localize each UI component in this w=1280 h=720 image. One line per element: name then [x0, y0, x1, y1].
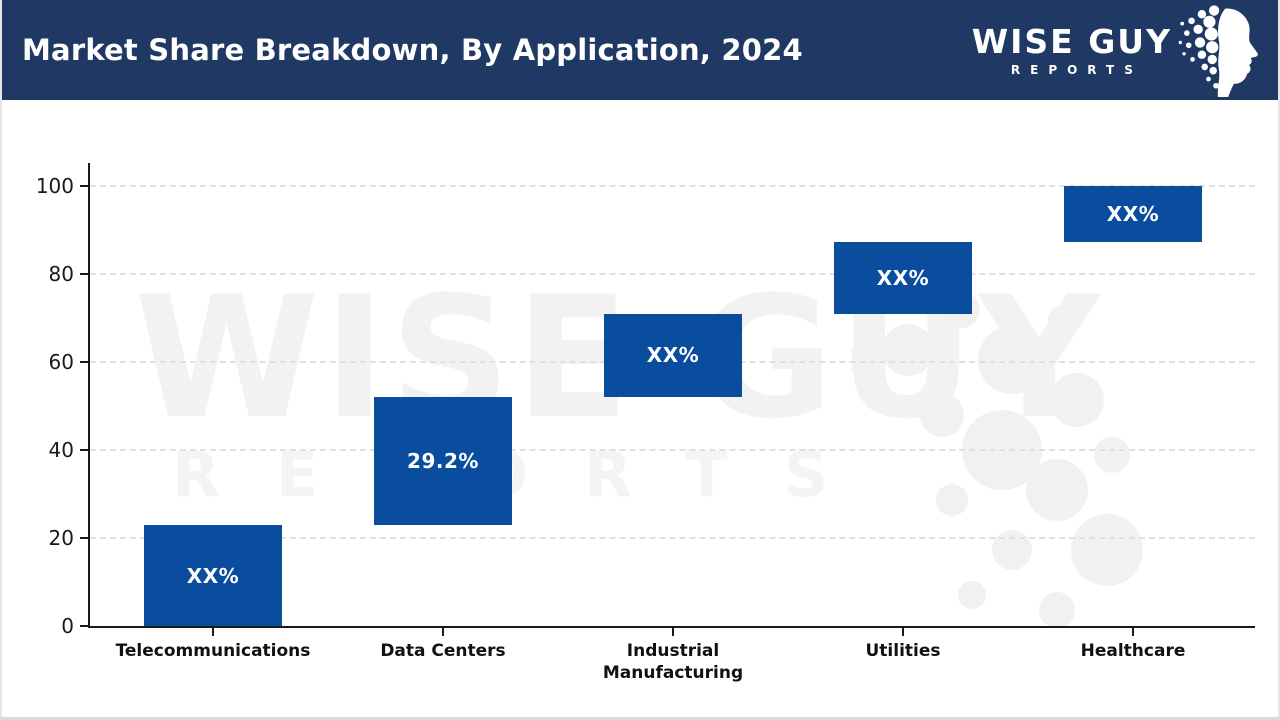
bar-industrial-manufacturing: XX%	[604, 313, 742, 397]
wiseguy-logo: WISE GUY REPORTS	[972, 3, 1264, 97]
gridline	[90, 537, 1255, 539]
x-axis-tick	[212, 628, 214, 636]
y-axis-tick	[80, 185, 88, 187]
y-axis-tick-label: 0	[61, 614, 74, 638]
x-axis-tick	[672, 628, 674, 636]
x-axis-tick	[442, 628, 444, 636]
y-axis-line	[88, 163, 90, 628]
bar-utilities: XX%	[834, 241, 972, 314]
y-axis-tick	[80, 537, 88, 539]
bar-data-centers: 29.2%	[374, 396, 512, 526]
bar-telecommunications: XX%	[144, 525, 282, 626]
bar-healthcare: XX%	[1064, 186, 1202, 242]
gridline	[90, 273, 1255, 275]
x-axis-category-label: Utilities	[865, 641, 941, 661]
y-axis-tick-label: 80	[48, 262, 74, 286]
logo-dotted-head-icon	[1178, 5, 1258, 97]
y-axis-tick	[80, 625, 88, 627]
x-axis-category-label: Data Centers	[380, 641, 506, 661]
y-axis-tick-label: 20	[48, 526, 74, 550]
x-axis-tick	[1132, 628, 1134, 636]
header-bar: Market Share Breakdown, By Application, …	[2, 0, 1278, 100]
x-axis-category-label: Telecommunications	[115, 641, 311, 661]
bar-value-label: XX%	[1106, 201, 1160, 226]
bar-value-label: XX%	[876, 265, 930, 290]
logo-subtitle: REPORTS	[1010, 62, 1143, 77]
x-axis-tick	[902, 628, 904, 636]
logo-text: WISE GUY REPORTS	[972, 25, 1172, 77]
bar-value-label: 29.2%	[407, 448, 479, 473]
x-axis-category-label: Healthcare	[1080, 641, 1186, 661]
logo-wordmark: WISE GUY	[971, 22, 1172, 62]
y-axis-tick	[80, 273, 88, 275]
bar-value-label: XX%	[186, 563, 240, 588]
chart-title: Market Share Breakdown, By Application, …	[22, 33, 803, 67]
y-axis-tick-label: 40	[48, 438, 74, 462]
y-axis-tick-label: 100	[35, 174, 74, 198]
gridline	[90, 449, 1255, 451]
x-axis-line	[88, 626, 1255, 628]
x-axis-category-label: Industrial Manufacturing	[602, 641, 744, 684]
y-axis-tick	[80, 449, 88, 451]
y-axis-tick	[80, 361, 88, 363]
gridline	[90, 185, 1255, 187]
y-axis-tick-label: 60	[48, 350, 74, 374]
bar-value-label: XX%	[646, 343, 700, 368]
